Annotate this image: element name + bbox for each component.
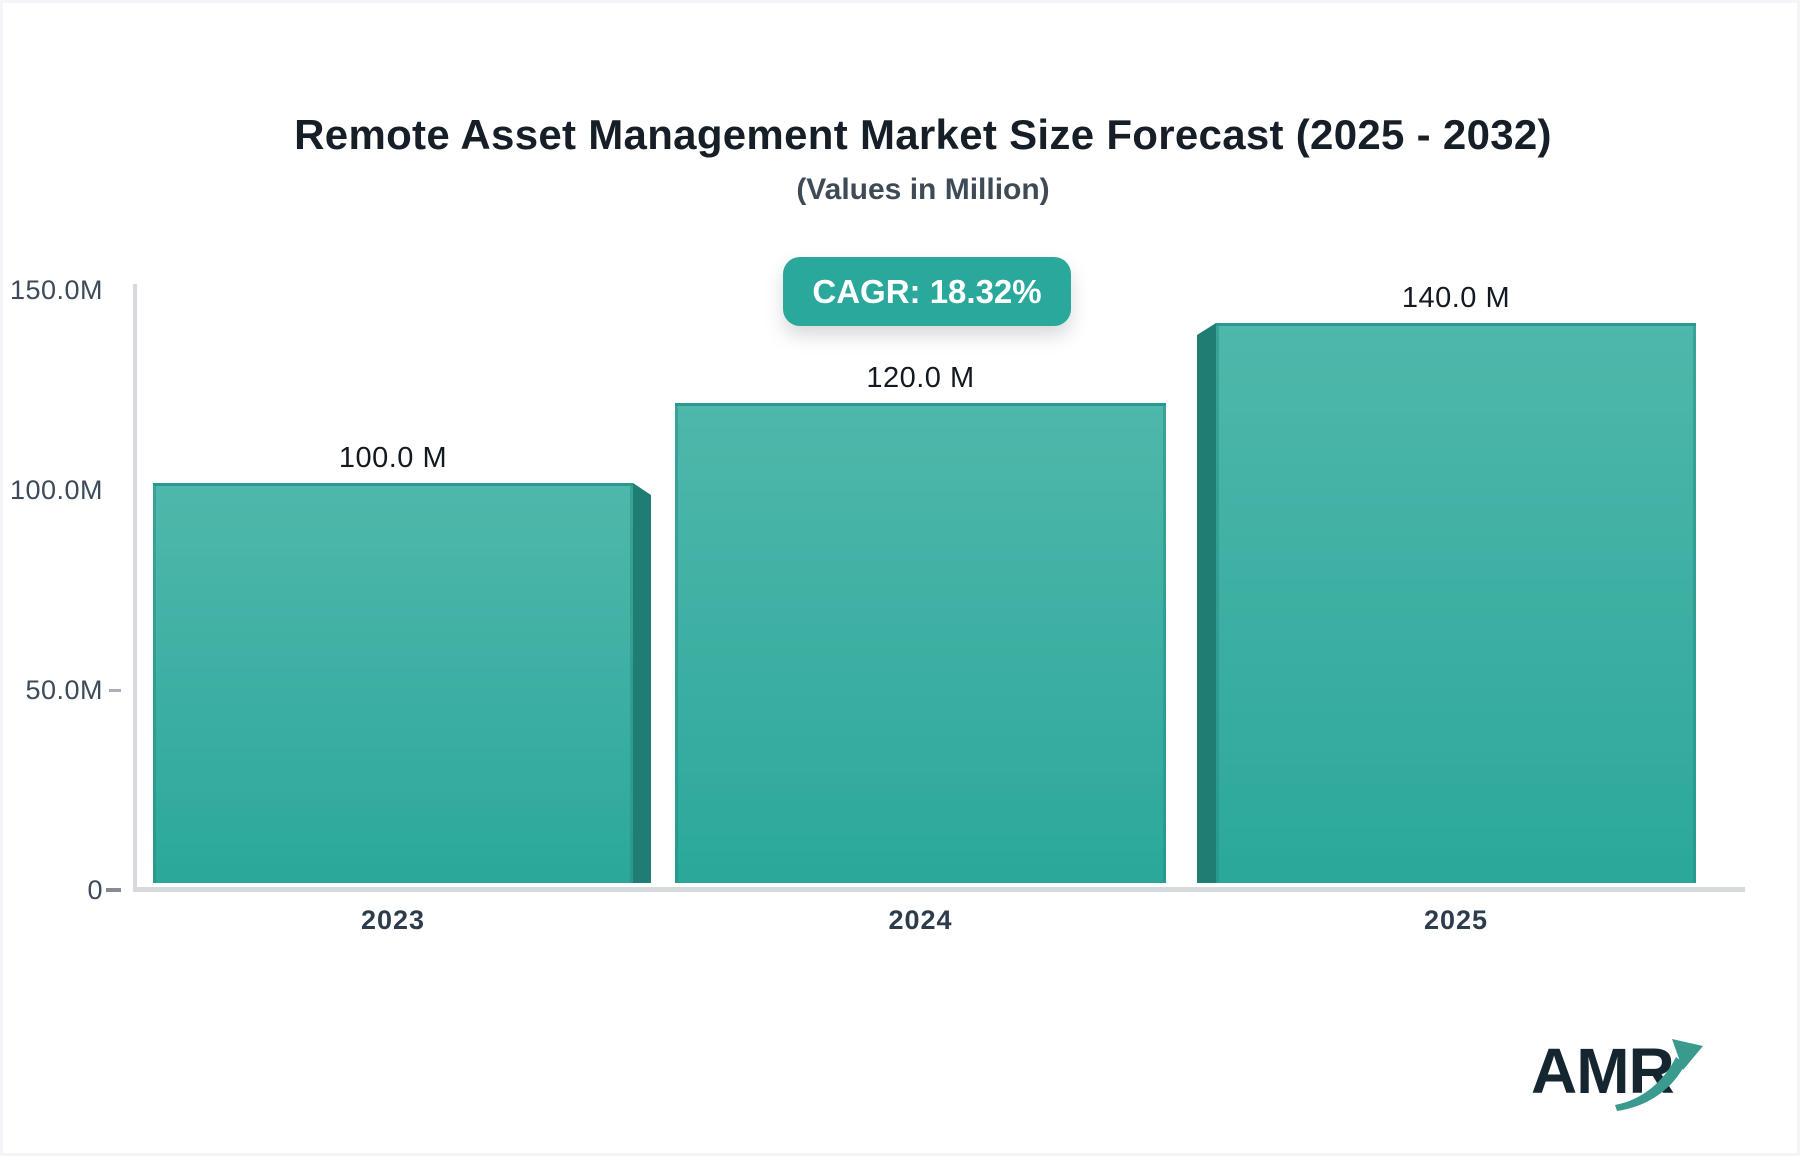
bar-2025-side-panel — [1197, 323, 1216, 883]
y-axis-line — [133, 284, 137, 892]
y-tick-label-0: 0 — [87, 875, 103, 905]
y-axis-tick-mark-0 — [106, 888, 121, 892]
bar-2023-side-panel — [633, 483, 651, 883]
x-axis-line — [133, 887, 1745, 892]
y-tick-label-150: 150.0M — [9, 275, 103, 305]
y-tick-label-100: 100.0M — [9, 475, 103, 505]
x-tick-label-2023: 2023 — [360, 905, 426, 935]
cagr-badge: CAGR: 18.32% — [783, 257, 1071, 326]
y-tick-label-50: 50.0M — [25, 675, 103, 705]
bar-2024 — [675, 403, 1166, 883]
x-tick-label-2025: 2025 — [1423, 905, 1489, 935]
trend-up-arrow-icon — [1615, 1039, 1703, 1111]
x-tick-label-2024: 2024 — [888, 905, 953, 935]
amr-logo: AMR — [1531, 1039, 1721, 1119]
bar-value-label-2023: 100.0 M — [338, 442, 448, 474]
bar-value-label-2024: 120.0 M — [866, 362, 975, 394]
chart-title: Remote Asset Management Market Size Fore… — [294, 111, 1552, 158]
bar-2025 — [1216, 323, 1696, 883]
bar-value-label-2025: 140.0 M — [1401, 282, 1511, 314]
cagr-badge-label: CAGR: 18.32% — [812, 272, 1042, 310]
bar-2023 — [153, 483, 633, 883]
chart-subtitle: (Values in Million) — [796, 173, 1050, 206]
y-axis-tick-mark-50 — [109, 689, 121, 692]
